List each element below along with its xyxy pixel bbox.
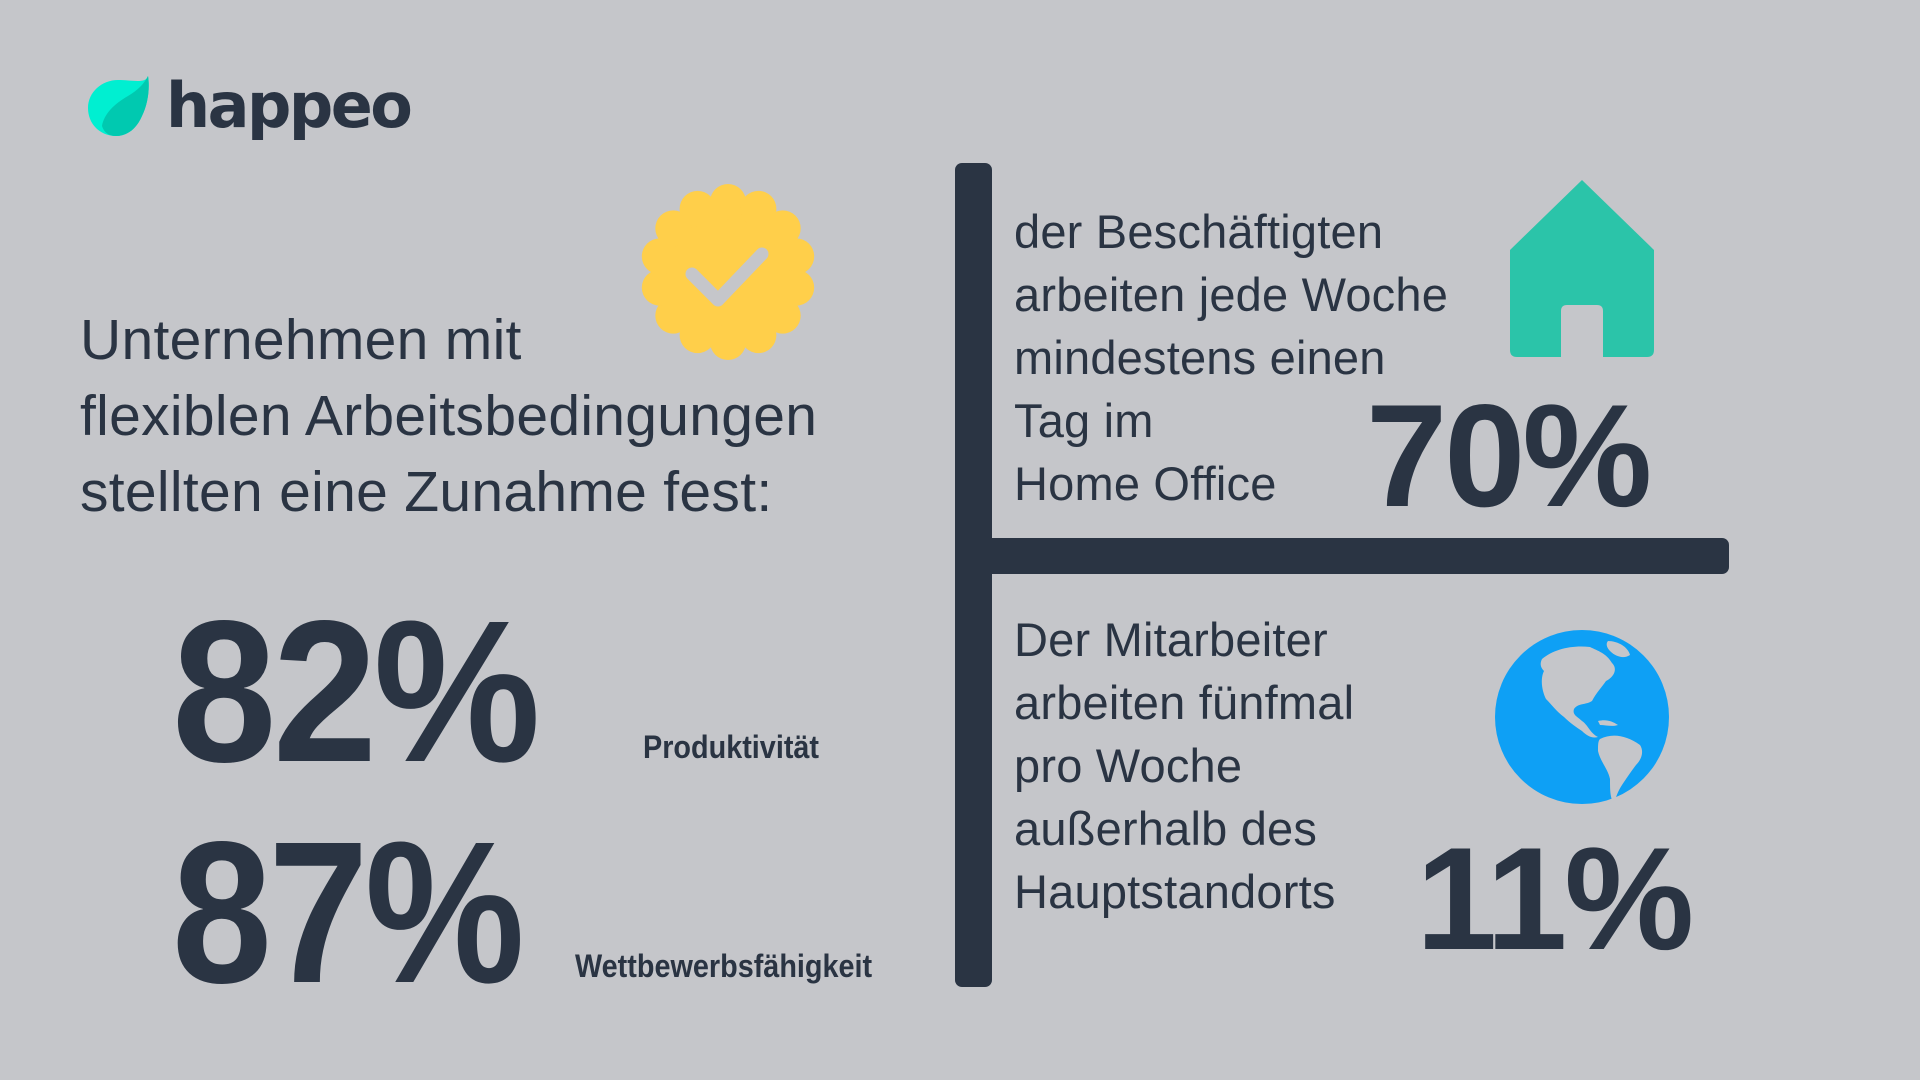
heading-line: flexiblen Arbeitsbedingungen xyxy=(80,384,818,448)
stat-remote-value: 11% xyxy=(1416,817,1694,980)
horizontal-divider xyxy=(955,538,1729,574)
description-line: außerhalb des xyxy=(1014,802,1318,855)
remote-work-description: Der Mitarbeiter arbeiten fünfmal pro Woc… xyxy=(1014,608,1354,923)
stat-productivity-value: 82% xyxy=(172,578,541,804)
description-line: arbeiten fünfmal xyxy=(1014,676,1355,729)
description-line: arbeiten jede Woche xyxy=(1014,268,1449,321)
stat-home-office-value: 70% xyxy=(1366,374,1652,537)
description-line: Der Mitarbeiter xyxy=(1014,613,1328,666)
globe-icon xyxy=(1495,630,1669,804)
description-line: mindestens einen xyxy=(1014,331,1386,384)
house-icon xyxy=(1510,180,1654,357)
description-line: Hauptstandorts xyxy=(1014,865,1336,918)
stat-competitiveness-label: Wettbewerbsfähigkeit xyxy=(575,948,873,984)
heading-line: stellten eine Zunahme fest: xyxy=(80,460,773,524)
description-line: der Beschäftigten xyxy=(1014,205,1384,258)
description-line: Tag im xyxy=(1014,394,1154,447)
description-line: pro Woche xyxy=(1014,739,1243,792)
vertical-divider xyxy=(955,163,992,987)
page-heading: Unternehmen mit flexiblen Arbeitsbedingu… xyxy=(80,302,900,530)
description-line: Home Office xyxy=(1014,457,1277,510)
leaf-logo-icon xyxy=(88,76,149,136)
home-office-description: der Beschäftigten arbeiten jede Woche mi… xyxy=(1014,200,1448,515)
heading-line: Unternehmen mit xyxy=(80,308,522,372)
verified-check-badge-icon xyxy=(641,184,815,360)
stat-competitiveness-value: 87% xyxy=(172,799,525,1025)
stat-productivity-label: Produktivität xyxy=(643,729,820,765)
brand-wordmark: happeo xyxy=(166,69,413,142)
